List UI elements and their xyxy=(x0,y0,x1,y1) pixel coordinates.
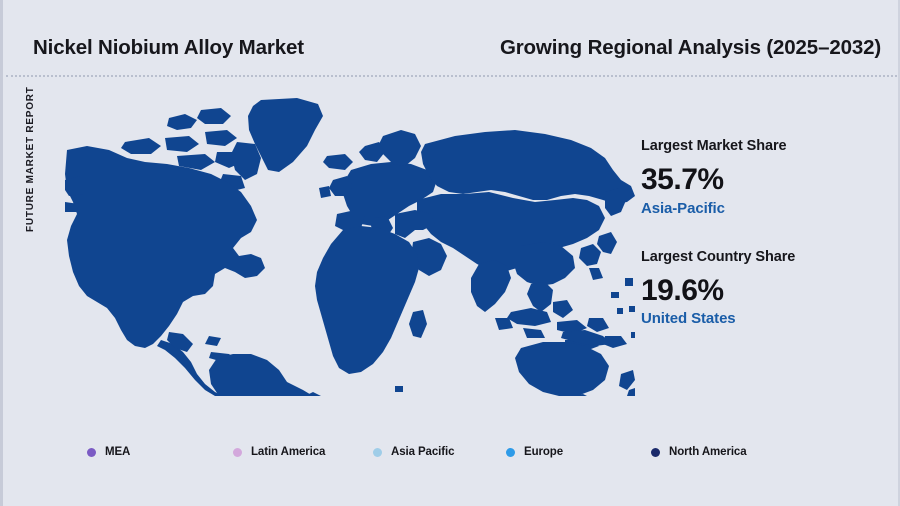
stat-region: United States xyxy=(641,310,736,327)
legend-dot-icon xyxy=(373,447,382,457)
legend-item-mea: MEA xyxy=(87,446,130,458)
map-landmasses xyxy=(65,98,635,396)
legend-dot-icon xyxy=(87,447,96,457)
stat-label: Largest Market Share xyxy=(641,138,787,154)
brand-watermark-label: FUTURE MARKET REPORT xyxy=(25,86,36,232)
legend-item-asia-pacific: Asia Pacific xyxy=(373,446,454,458)
stat-largest-country-share: Largest Country Share 19.6% United State… xyxy=(641,249,891,328)
legend-item-latin-america: Latin America xyxy=(233,446,325,458)
stat-largest-market-share: Largest Market Share 35.7% Asia-Pacific xyxy=(641,138,891,217)
header: Nickel Niobium Alloy Market Growing Regi… xyxy=(3,0,898,77)
legend-dot-icon xyxy=(651,447,660,457)
legend-label: North America xyxy=(669,446,747,458)
legend-item-europe: Europe xyxy=(506,446,563,458)
legend-dot-icon xyxy=(506,447,515,457)
legend-item-north-america: North America xyxy=(651,446,747,458)
legend-label: Asia Pacific xyxy=(391,446,455,458)
world-map-svg xyxy=(65,98,635,396)
legend-label: Europe xyxy=(524,446,564,458)
header-divider xyxy=(6,75,898,77)
world-map-icon xyxy=(65,96,635,396)
legend-dot-icon xyxy=(233,447,242,457)
legend-label: MEA xyxy=(105,446,131,458)
stat-value: 19.6% xyxy=(641,273,724,307)
page-title: Nickel Niobium Alloy Market xyxy=(33,36,304,59)
stats-panel: Largest Market Share 35.7% Asia-Pacific … xyxy=(641,138,891,327)
legend-label: Latin America xyxy=(251,446,326,458)
stat-region: Asia-Pacific xyxy=(641,199,725,217)
map-legend: MEA Latin America Asia Pacific Europe No… xyxy=(87,446,847,468)
header-subtitle: Growing Regional Analysis (2025–2032) xyxy=(499,36,881,59)
stat-value: 35.7% xyxy=(641,163,724,196)
stat-label: Largest Country Share xyxy=(641,248,796,265)
